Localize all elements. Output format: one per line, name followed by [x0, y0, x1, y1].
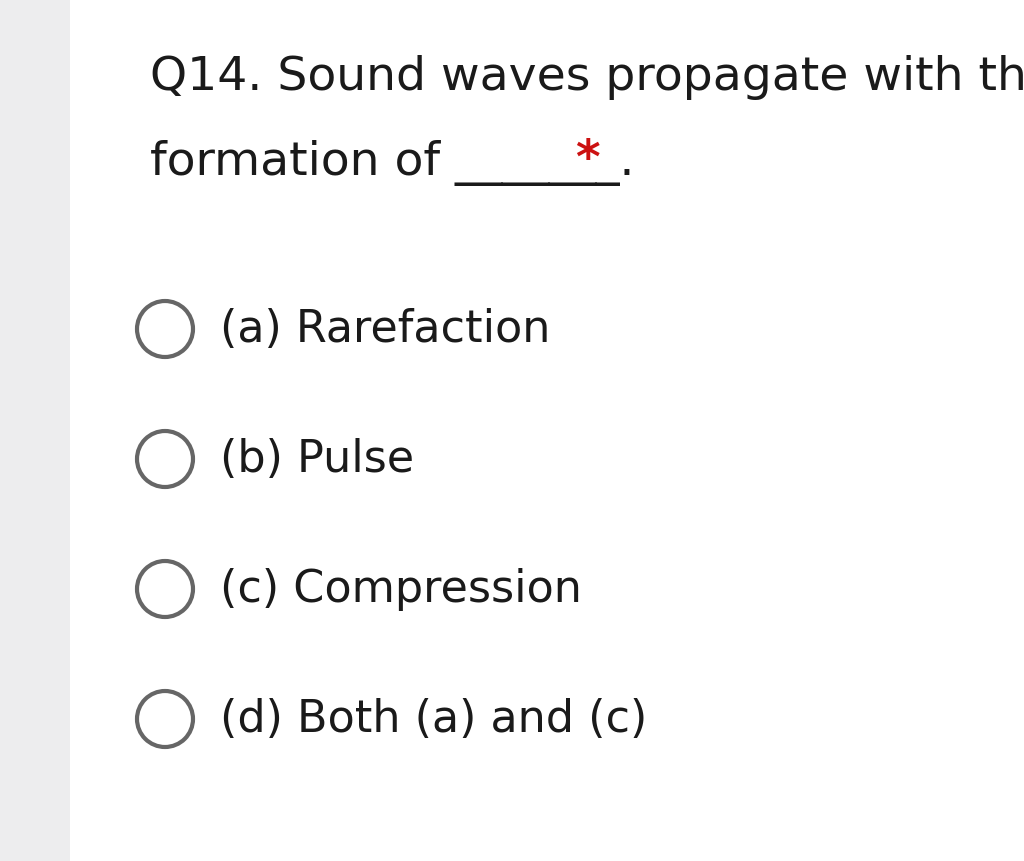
Text: (a) Rarefaction: (a) Rarefaction [220, 308, 550, 351]
Text: (d) Both (a) and (c): (d) Both (a) and (c) [220, 697, 647, 740]
Text: (b) Pulse: (b) Pulse [220, 438, 414, 481]
Text: (c) Compression: (c) Compression [220, 568, 582, 610]
Text: *: * [575, 138, 600, 183]
Text: formation of _______.: formation of _______. [150, 139, 635, 186]
Text: Q14. Sound waves propagate with the: Q14. Sound waves propagate with the [150, 55, 1024, 100]
Bar [0, 0, 70, 861]
